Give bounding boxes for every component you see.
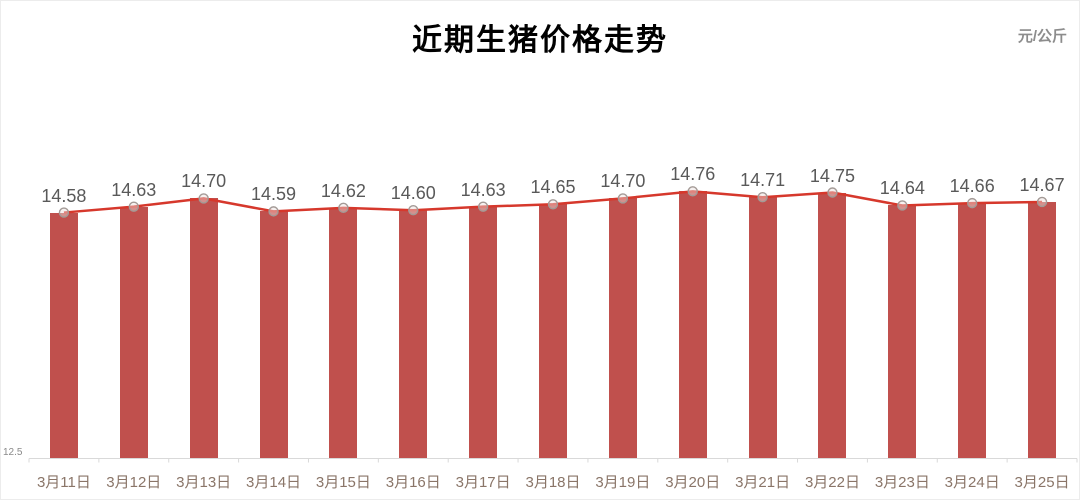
line-marker: [268, 206, 279, 217]
bar-value-label: 14.59: [251, 184, 297, 205]
x-axis-label: 3月25日: [1014, 474, 1070, 491]
bar-value-label: 14.71: [740, 170, 786, 191]
x-axis-label: 3月24日: [944, 474, 1000, 491]
price-bar: [49, 212, 78, 458]
chart-title: 近期生猪价格走势: [412, 24, 668, 57]
x-axis-label: 3月14日: [246, 474, 302, 491]
price-bar: [818, 192, 847, 458]
x-axis-label: 3月15日: [315, 474, 371, 491]
bar-value-label: 14.62: [320, 180, 366, 201]
line-marker: [477, 201, 489, 212]
x-axis-label: 3月17日: [455, 474, 511, 491]
bar-value-label: 14.70: [600, 171, 646, 192]
price-bar: [678, 191, 707, 458]
bar-value-label: 14.58: [41, 185, 87, 206]
y-axis-min-tick-label: 12.5: [3, 447, 23, 458]
price-bar: [259, 211, 288, 458]
bar-value-label: 14.66: [949, 176, 995, 197]
bar-value-label: 14.64: [879, 178, 925, 199]
unit-label: 元/公斤: [1017, 28, 1067, 45]
x-axis-label: 3月20日: [665, 474, 721, 491]
bar-value-label: 14.70: [181, 171, 227, 192]
price-line: [63, 190, 1043, 214]
price-bar: [608, 198, 637, 458]
price-bar: [329, 207, 358, 458]
bar-value-label: 14.75: [809, 165, 855, 186]
line-marker: [58, 207, 70, 218]
price-bar: [119, 206, 148, 458]
x-axis-label: 3月23日: [874, 474, 930, 491]
line-marker: [338, 202, 349, 214]
price-bar: [958, 203, 987, 458]
x-axis-label: 3月13日: [176, 474, 232, 491]
price-bar: [399, 210, 428, 458]
x-axis-label: 3月12日: [106, 474, 162, 491]
line-marker: [408, 204, 419, 216]
price-bar: [888, 205, 917, 458]
x-axis-label: 3月18日: [525, 474, 581, 491]
line-marker: [128, 201, 140, 212]
line-marker: [827, 187, 838, 198]
x-axis-label: 3月22日: [804, 474, 860, 491]
line-marker: [1036, 196, 1048, 208]
bar-value-label: 14.63: [111, 179, 157, 200]
line-marker: [687, 186, 698, 197]
bar-value-label: 14.67: [1019, 174, 1065, 195]
line-marker: [757, 192, 768, 203]
bar-value-label: 14.65: [530, 177, 576, 198]
line-marker: [967, 197, 978, 209]
x-axis-label: 3月11日: [36, 474, 91, 491]
bar-value-label: 14.60: [390, 183, 436, 204]
price-bar: [469, 206, 498, 458]
price-bar: [748, 197, 777, 458]
bar-value-label: 14.63: [460, 179, 506, 200]
price-bar: [1028, 201, 1057, 458]
x-axis-label: 3月19日: [595, 474, 651, 491]
line-marker: [617, 193, 629, 204]
x-axis-label: 3月21日: [735, 474, 791, 491]
line-marker: [897, 200, 908, 211]
price-bar: [539, 204, 567, 458]
price-bar: [189, 198, 218, 458]
bar-value-label: 14.76: [670, 164, 716, 185]
line-marker: [198, 193, 209, 204]
line-marker: [547, 199, 559, 210]
x-axis-label: 3月16日: [385, 474, 441, 491]
